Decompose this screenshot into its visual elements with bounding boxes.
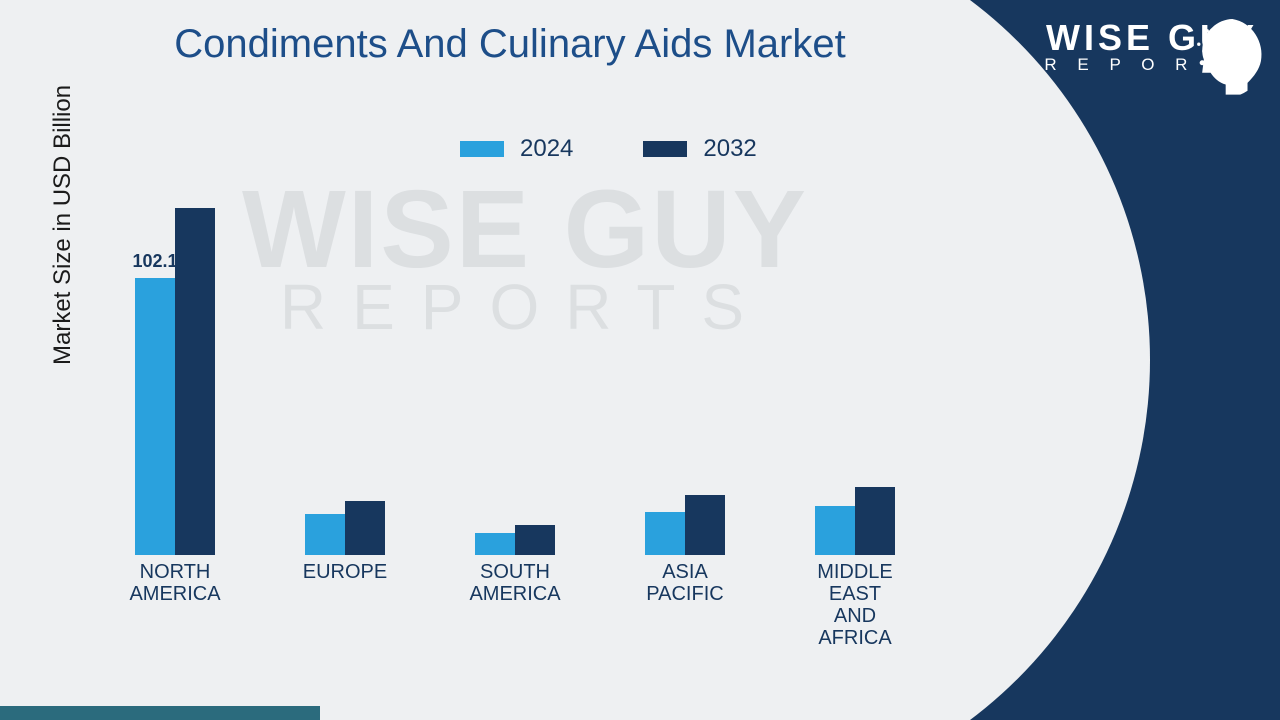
bar [645,512,685,555]
legend-item-2024: 2024 [460,135,573,163]
chart-legend: 2024 2032 [460,135,757,163]
bar [305,514,345,555]
bar [685,495,725,555]
bar-value-label: 102.1 [132,251,177,272]
bar [135,278,175,555]
category-label: NORTH AMERICA [95,555,255,605]
bar [345,501,385,555]
right-panel: WISE GUY R E P O R T S [970,0,1280,720]
bar-group: ASIA PACIFIC [633,175,737,555]
legend-label-2032: 2032 [703,135,756,163]
legend-swatch-2032 [643,141,687,157]
bar-group: SOUTH AMERICA [463,175,567,555]
bar [475,533,515,555]
legend-swatch-2024 [460,141,504,157]
bottom-accent-strip [0,706,320,720]
bar-group: 102.1NORTH AMERICA [123,175,227,555]
brand-logo: WISE GUY R E P O R T S [998,20,1258,73]
y-axis-label: Market Size in USD Billion [49,85,77,365]
category-label: EUROPE [265,555,425,583]
chart-area: Market Size in USD Billion 102.1NORTH AM… [95,175,975,555]
brand-head-icon [1182,14,1266,98]
bar [515,525,555,555]
category-label: MIDDLE EAST AND AFRICA [775,555,935,649]
chart-title: Condiments And Culinary Aids Market [70,22,950,67]
bar [815,506,855,555]
legend-item-2032: 2032 [643,135,756,163]
legend-label-2024: 2024 [520,135,573,163]
bar [855,487,895,555]
bar [175,208,215,555]
page-root: WISE GUY R E P O R T S WISE GUY REPORTS … [0,0,1280,720]
bar-group: EUROPE [293,175,397,555]
chart-plot: 102.1NORTH AMERICA EUROPE SOUTH AMERICA ASI… [123,175,975,555]
bar-group: MIDDLE EAST AND AFRICA [803,175,907,555]
category-label: ASIA PACIFIC [605,555,765,605]
category-label: SOUTH AMERICA [435,555,595,605]
